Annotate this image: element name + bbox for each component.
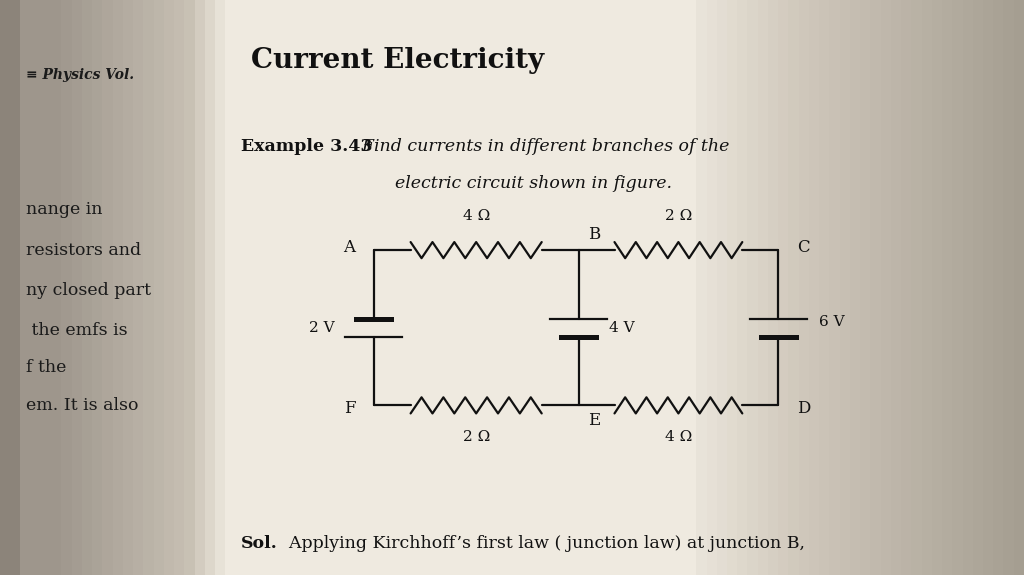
- Text: Sol.: Sol.: [241, 535, 278, 552]
- Text: Current Electricity: Current Electricity: [251, 47, 544, 74]
- Text: f the: f the: [26, 359, 66, 377]
- Text: ≡ Physics Vol.: ≡ Physics Vol.: [26, 68, 134, 82]
- Text: Find currents in different branches of the: Find currents in different branches of t…: [351, 138, 730, 155]
- Text: the emfs is: the emfs is: [26, 322, 127, 339]
- Text: 4 Ω: 4 Ω: [665, 430, 692, 443]
- Text: em. It is also: em. It is also: [26, 397, 138, 414]
- Text: 4 V: 4 V: [609, 321, 635, 335]
- Text: 2 Ω: 2 Ω: [463, 430, 489, 443]
- Text: B: B: [588, 226, 600, 243]
- Text: electric circuit shown in figure.: electric circuit shown in figure.: [351, 175, 672, 193]
- Text: 2 Ω: 2 Ω: [665, 209, 692, 223]
- Text: Example 3.43: Example 3.43: [241, 138, 372, 155]
- Text: 2 V: 2 V: [309, 321, 335, 335]
- Text: A: A: [343, 239, 355, 256]
- Text: 4 Ω: 4 Ω: [463, 209, 489, 223]
- Text: F: F: [344, 400, 355, 417]
- Text: ny closed part: ny closed part: [26, 282, 151, 299]
- Text: D: D: [797, 400, 810, 417]
- Text: nange in: nange in: [26, 201, 102, 218]
- Text: resistors and: resistors and: [26, 242, 140, 259]
- Text: Applying Kirchhoff’s first law ( junction law) at junction B,: Applying Kirchhoff’s first law ( junctio…: [278, 535, 805, 552]
- Text: C: C: [797, 239, 809, 256]
- Text: E: E: [588, 412, 600, 430]
- Text: 6 V: 6 V: [819, 315, 845, 329]
